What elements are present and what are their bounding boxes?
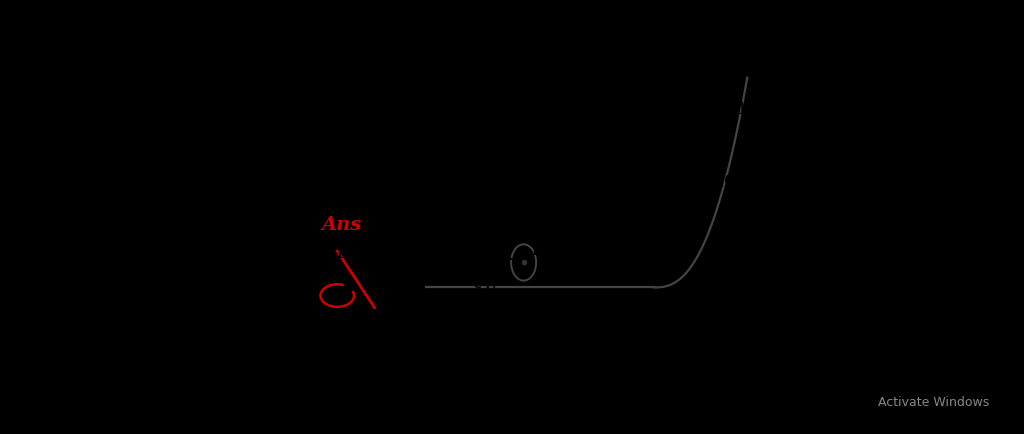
Text: (d) $\dfrac{4}{5}$: (d) $\dfrac{4}{5}$	[742, 341, 801, 388]
Text: A solid sphere and solid cylinder of identical radii approach an: A solid sphere and solid cylinder of ide…	[95, 25, 847, 48]
Text: $h_{\mathrm{sph}}$: $h_{\mathrm{sph}}$	[455, 231, 500, 263]
Text: Ans: Ans	[322, 216, 362, 234]
Text: slipping all throughout. The two climb maximum heights $h_{\mathrm{sph}}$ and: slipping all throughout. The two climb m…	[95, 166, 882, 198]
Text: (a) $\dfrac{2}{\sqrt{5}}$: (a) $\dfrac{2}{\sqrt{5}}$	[146, 336, 223, 392]
Text: incline with the same linear velocity (see figure). Both roll without: incline with the same linear velocity (s…	[95, 96, 893, 119]
Text: (b) $\dfrac{14}{15}$: (b) $\dfrac{14}{15}$	[346, 341, 420, 388]
Text: $h_{\mathrm{cyl}}$: $h_{\mathrm{cyl}}$	[458, 263, 497, 295]
Text: (2019 Main, 8 Ap[ril II): (2019 Main, 8 Ap[ril II)	[763, 278, 976, 296]
Text: (c) 1: (c) 1	[570, 353, 625, 376]
Text: is given by: is given by	[531, 237, 659, 260]
Text: $h_{\mathrm{cyl}}$ on the incline. The ratio: $h_{\mathrm{cyl}}$ on the incline. The r…	[95, 237, 430, 269]
Text: Activate Windows: Activate Windows	[879, 395, 989, 408]
